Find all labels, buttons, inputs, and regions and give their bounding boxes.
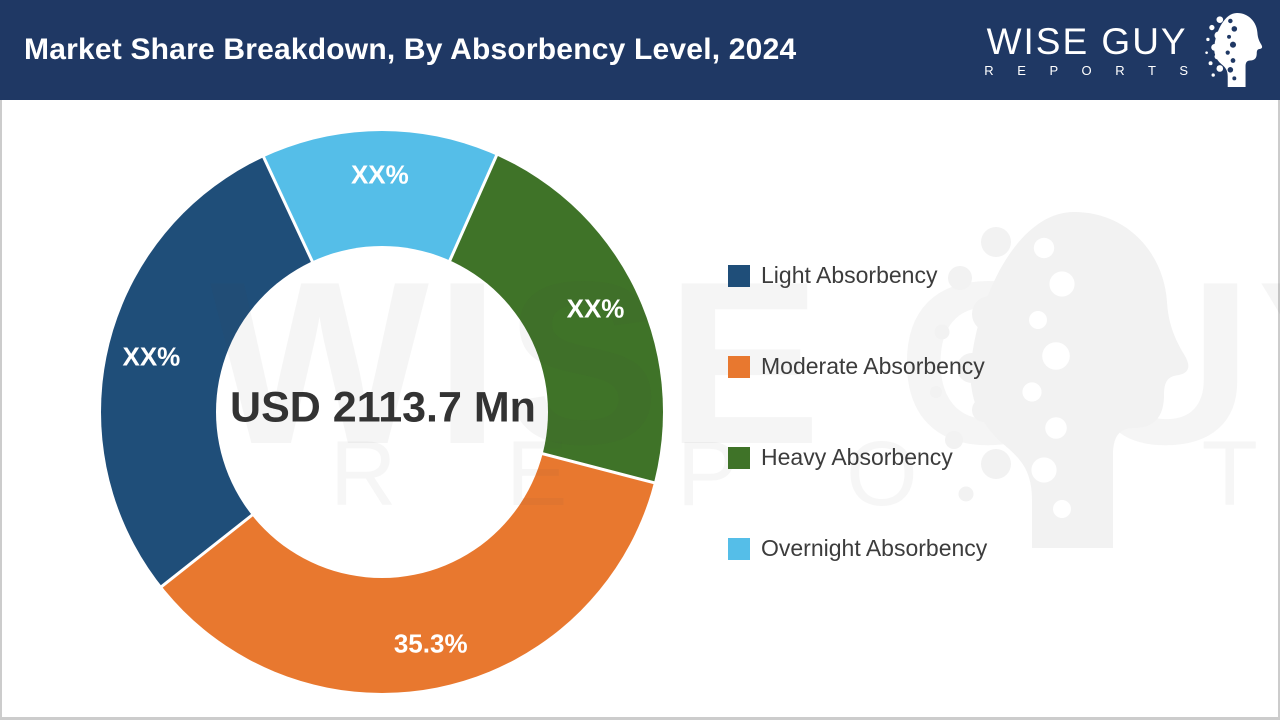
page-border-right: [1278, 100, 1280, 720]
wiseguy-logo: WISE GUY R E P O R T S: [976, 4, 1266, 96]
legend: Light Absorbency Moderate Absorbency Heavy…: [728, 262, 987, 562]
donut-hole: [216, 246, 548, 578]
legend-label: Heavy Absorbency: [761, 444, 953, 470]
slice-label-overnight-absorbency: XX%: [350, 159, 409, 190]
legend-swatch: [728, 355, 750, 378]
page-border-bottom: [0, 717, 1280, 720]
logo-wordmark: WISE GUY: [986, 21, 1188, 62]
slice-label-light-absorbency: XX%: [122, 341, 181, 372]
legend-label: Light Absorbency: [761, 262, 938, 288]
legend-swatch: [728, 446, 750, 469]
logo-text: WISE GUY R E P O R T S: [976, 23, 1198, 77]
donut-center-total: USD 2113.7 Mn: [230, 383, 536, 432]
legend-label: Overnight Absorbency: [761, 535, 988, 561]
legend-item: Light Absorbency: [728, 262, 987, 289]
header: Market Share Breakdown, By Absorbency Le…: [0, 0, 1280, 100]
legend-item: Overnight Absorbency: [728, 535, 987, 562]
logo-head-icon: [1205, 13, 1263, 87]
legend-item: Moderate Absorbency: [728, 353, 987, 380]
legend-item: Heavy Absorbency: [728, 444, 987, 471]
page-title: Market Share Breakdown, By Absorbency Le…: [24, 33, 797, 66]
page-border-left: [0, 100, 2, 720]
legend-swatch: [728, 537, 750, 560]
logo-subtitle: R E P O R T S: [984, 63, 1198, 78]
legend-swatch: [728, 264, 750, 287]
legend-label: Moderate Absorbency: [761, 353, 985, 379]
slice-label-moderate-absorbency: 35.3%: [393, 628, 468, 659]
slice-label-heavy-absorbency: XX%: [566, 293, 625, 324]
